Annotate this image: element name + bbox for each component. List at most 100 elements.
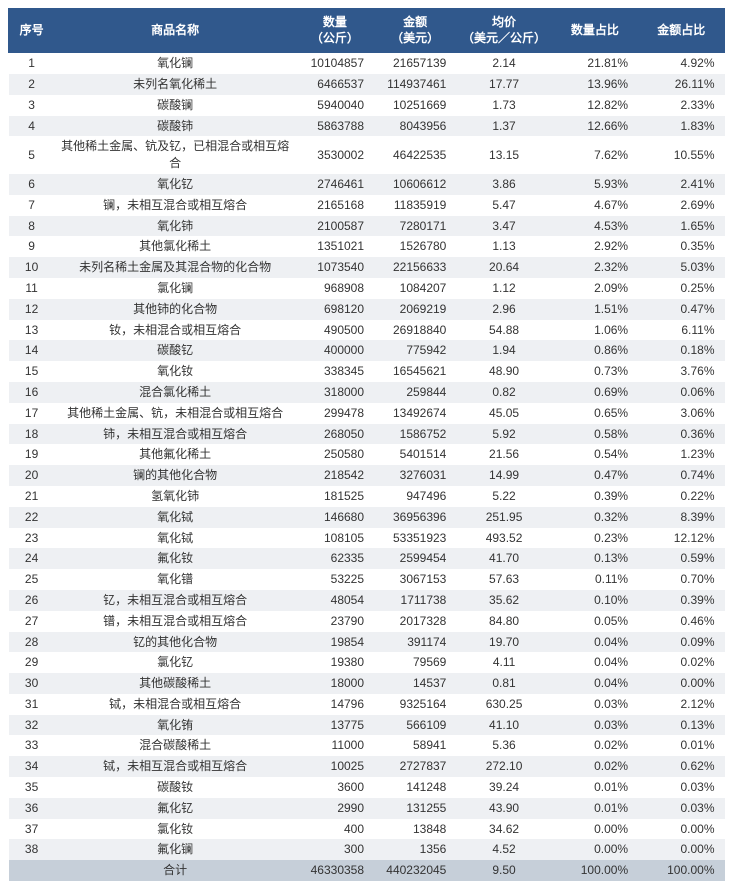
cell-apct: 8.39%	[638, 507, 724, 528]
table-row: 29氯化钇19380795694.110.04%0.02%	[9, 652, 725, 673]
cell-qpct: 5.93%	[552, 174, 638, 195]
cell-avg: 1.13	[456, 236, 551, 257]
cell-seq: 13	[9, 320, 55, 341]
cell-qpct: 0.01%	[552, 777, 638, 798]
cell-avg: 0.82	[456, 382, 551, 403]
cell-apct: 0.46%	[638, 611, 724, 632]
cell-qty: 146680	[296, 507, 374, 528]
cell-name: 碳酸钇	[55, 340, 296, 361]
cell-qty: 2100587	[296, 216, 374, 237]
cell-apct: 6.11%	[638, 320, 724, 341]
table-row: 27镨，未相互混合或相互熔合23790201732884.800.05%0.46…	[9, 611, 725, 632]
cell-apct: 2.41%	[638, 174, 724, 195]
cell-avg: 4.11	[456, 652, 551, 673]
cell-name: 未列名氧化稀土	[55, 74, 296, 95]
cell-name: 铽，未相混合或相互熔合	[55, 694, 296, 715]
cell-qty: 490500	[296, 320, 374, 341]
rare-earth-export-table: 序号 商品名称 数量（公斤） 金额（美元） 均价（美元／公斤） 数量占比 金额占…	[8, 8, 725, 881]
cell-name: 氯化镧	[55, 278, 296, 299]
cell-amt: 16545621	[374, 361, 456, 382]
cell-avg: 41.10	[456, 715, 551, 736]
cell-apct: 0.74%	[638, 465, 724, 486]
cell-name: 氟化钇	[55, 798, 296, 819]
cell-qty: 1073540	[296, 257, 374, 278]
cell-amt: 22156633	[374, 257, 456, 278]
table-row: 7镧，未相互混合或相互熔合2165168118359195.474.67%2.6…	[9, 195, 725, 216]
cell-avg: 493.52	[456, 528, 551, 549]
cell-avg: 39.24	[456, 777, 551, 798]
cell-avg: 251.95	[456, 507, 551, 528]
cell-apct: 0.06%	[638, 382, 724, 403]
cell-qpct: 0.39%	[552, 486, 638, 507]
col-apct-header: 金额占比	[638, 9, 724, 53]
cell-qpct: 0.03%	[552, 694, 638, 715]
cell-qty: 23790	[296, 611, 374, 632]
cell-apct: 0.25%	[638, 278, 724, 299]
cell-name: 其他铈的化合物	[55, 299, 296, 320]
cell-apct: 3.06%	[638, 403, 724, 424]
cell-name: 碳酸铈	[55, 116, 296, 137]
cell-name: 混合氯化稀土	[55, 382, 296, 403]
cell-amt: 2017328	[374, 611, 456, 632]
cell-qpct: 0.65%	[552, 403, 638, 424]
cell-apct: 2.33%	[638, 95, 724, 116]
cell-avg: 48.90	[456, 361, 551, 382]
cell-seq: 24	[9, 548, 55, 569]
cell-seq: 36	[9, 798, 55, 819]
col-seq-header: 序号	[9, 9, 55, 53]
cell-qpct: 1.06%	[552, 320, 638, 341]
cell-qty: 1351021	[296, 236, 374, 257]
cell-amt: 2069219	[374, 299, 456, 320]
cell-apct: 1.65%	[638, 216, 724, 237]
cell-apct: 3.76%	[638, 361, 724, 382]
cell-avg: 41.70	[456, 548, 551, 569]
cell-seq: 33	[9, 735, 55, 756]
cell-avg: 5.47	[456, 195, 551, 216]
cell-apct: 2.12%	[638, 694, 724, 715]
cell-apct: 2.69%	[638, 195, 724, 216]
cell-qty: 3530002	[296, 136, 374, 174]
cell-name: 氟化钕	[55, 548, 296, 569]
table-row: 13钕，未相混合或相互熔合4905002691884054.881.06%6.1…	[9, 320, 725, 341]
cell-apct: 0.39%	[638, 590, 724, 611]
cell-name: 氧化镨	[55, 569, 296, 590]
cell-seq: 17	[9, 403, 55, 424]
cell-seq: 19	[9, 444, 55, 465]
cell-qpct: 0.03%	[552, 715, 638, 736]
cell-amt: 1711738	[374, 590, 456, 611]
cell-amt: 2599454	[374, 548, 456, 569]
cell-qty: 400000	[296, 340, 374, 361]
cell-qty: 968908	[296, 278, 374, 299]
cell-qpct: 4.67%	[552, 195, 638, 216]
cell-qty: 108105	[296, 528, 374, 549]
cell-apct: 0.00%	[638, 839, 724, 860]
cell-amt: 21657139	[374, 53, 456, 74]
cell-avg: 4.52	[456, 839, 551, 860]
table-row: 10未列名稀土金属及其混合物的化合物10735402215663320.642.…	[9, 257, 725, 278]
cell-avg: 43.90	[456, 798, 551, 819]
cell-avg: 0.81	[456, 673, 551, 694]
table-row: 24氟化钕62335259945441.700.13%0.59%	[9, 548, 725, 569]
cell-seq: 25	[9, 569, 55, 590]
cell-qty: 6466537	[296, 74, 374, 95]
cell-qty: 698120	[296, 299, 374, 320]
cell-avg: 45.05	[456, 403, 551, 424]
cell-avg: 1.73	[456, 95, 551, 116]
cell-qty: 48054	[296, 590, 374, 611]
table-row: 23氧化铽10810553351923493.520.23%12.12%	[9, 528, 725, 549]
cell-avg: 5.22	[456, 486, 551, 507]
cell-qpct: 0.02%	[552, 735, 638, 756]
cell-avg: 84.80	[456, 611, 551, 632]
table-row: 32氧化铕1377556610941.100.03%0.13%	[9, 715, 725, 736]
cell-seq: 22	[9, 507, 55, 528]
table-row: 1氧化镧10104857216571392.1421.81%4.92%	[9, 53, 725, 74]
cell-seq: 5	[9, 136, 55, 174]
cell-qty: 2165168	[296, 195, 374, 216]
cell-seq: 18	[9, 424, 55, 445]
table-row: 14碳酸钇4000007759421.940.86%0.18%	[9, 340, 725, 361]
cell-name: 合计	[55, 860, 296, 881]
cell-name: 铈，未相互混合或相互熔合	[55, 424, 296, 445]
cell-qpct: 2.09%	[552, 278, 638, 299]
cell-qty: 18000	[296, 673, 374, 694]
table-row: 5其他稀土金属、钪及钇，已相混合或相互熔合35300024642253513.1…	[9, 136, 725, 174]
